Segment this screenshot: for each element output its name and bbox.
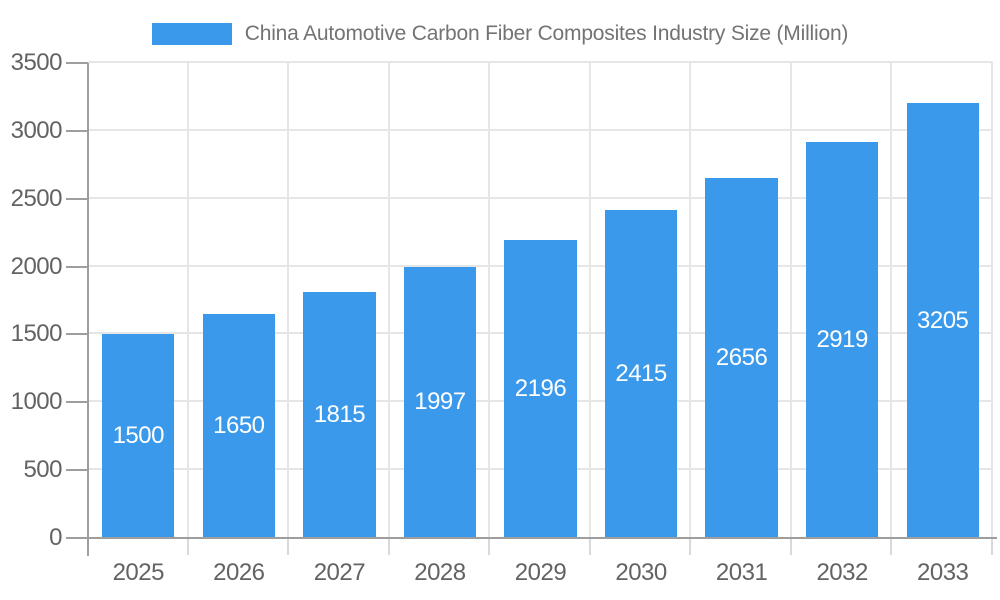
bar: 2196: [504, 239, 577, 538]
legend-item[interactable]: China Automotive Carbon Fiber Composites…: [0, 18, 1000, 50]
legend-label: China Automotive Carbon Fiber Composites…: [244, 22, 849, 45]
bar-value-label: 1815: [313, 400, 366, 428]
bar-value-label: 3205: [917, 306, 969, 334]
x-axis-tick: [588, 539, 591, 555]
bar-value-label: 1500: [112, 422, 165, 450]
y-axis-tick: [66, 401, 88, 404]
y-axis-line: [87, 63, 89, 556]
bar-value-label: 2196: [514, 374, 567, 402]
x-axis-tick: [689, 539, 692, 555]
y-axis-label: 1500: [10, 320, 63, 348]
vertical-gridline: [890, 63, 893, 538]
bar: 1997: [403, 266, 477, 538]
x-axis-label: 2032: [816, 559, 868, 586]
x-axis-label: 2027: [313, 559, 366, 586]
y-axis-tick: [66, 333, 88, 336]
x-axis-tick: [387, 539, 390, 555]
y-axis-label: 2500: [10, 184, 63, 212]
bar: 1650: [202, 314, 276, 538]
y-axis-tick: [66, 265, 88, 268]
x-axis-tick: [488, 539, 491, 555]
legend-swatch: [151, 23, 232, 45]
vertical-gridline: [488, 63, 491, 538]
x-axis-tick: [789, 539, 792, 555]
y-axis-label: 3500: [10, 49, 63, 76]
horizontal-gridline: [88, 128, 993, 131]
vertical-gridline: [588, 63, 591, 538]
bar-value-label: 2919: [816, 325, 868, 353]
vertical-gridline: [287, 63, 290, 538]
horizontal-gridline: [88, 61, 993, 63]
y-axis-label: 3000: [10, 116, 63, 144]
vertical-gridline: [991, 63, 993, 538]
bar-value-label: 2656: [715, 343, 768, 371]
bar-value-label: 1997: [414, 388, 466, 416]
x-axis-label: 2030: [615, 559, 667, 586]
vertical-gridline: [387, 63, 390, 538]
bar: 2656: [705, 177, 778, 538]
y-axis-label: 1000: [10, 388, 63, 416]
bar-value-label: 2415: [615, 360, 667, 388]
x-axis-label: 2033: [917, 559, 969, 586]
x-axis-tick: [287, 539, 290, 555]
y-axis-label: 2000: [10, 252, 63, 280]
y-axis-tick: [66, 537, 88, 539]
x-axis-label: 2028: [414, 559, 466, 586]
y-axis-label: 500: [23, 456, 62, 484]
x-axis-tick: [991, 539, 993, 555]
y-axis-tick: [66, 62, 88, 64]
bar: 1815: [303, 291, 376, 538]
bar: 3205: [906, 103, 979, 538]
bar-value-label: 1650: [213, 412, 265, 440]
vertical-gridline: [689, 63, 692, 538]
y-axis-tick: [66, 469, 88, 472]
vertical-gridline: [186, 63, 189, 538]
y-axis-tick: [66, 129, 88, 132]
x-axis-tick: [890, 539, 893, 555]
x-axis-line: [88, 537, 997, 539]
bar: 1500: [102, 334, 175, 538]
vertical-gridline: [789, 63, 792, 538]
x-axis-label: 2025: [112, 559, 165, 586]
x-axis-tick: [186, 539, 189, 555]
bar: 2415: [604, 210, 678, 538]
y-axis-tick: [66, 197, 88, 200]
bar: 2919: [805, 141, 879, 538]
x-axis-label: 2026: [213, 559, 265, 586]
horizontal-gridline: [88, 196, 993, 199]
x-axis-label: 2029: [514, 559, 567, 586]
x-axis-label: 2031: [715, 559, 768, 586]
y-axis-label: 0: [49, 524, 62, 551]
plot-area: 1500 1650 1815 1997 2196 2415 2656 2919 3205: [88, 61, 993, 538]
